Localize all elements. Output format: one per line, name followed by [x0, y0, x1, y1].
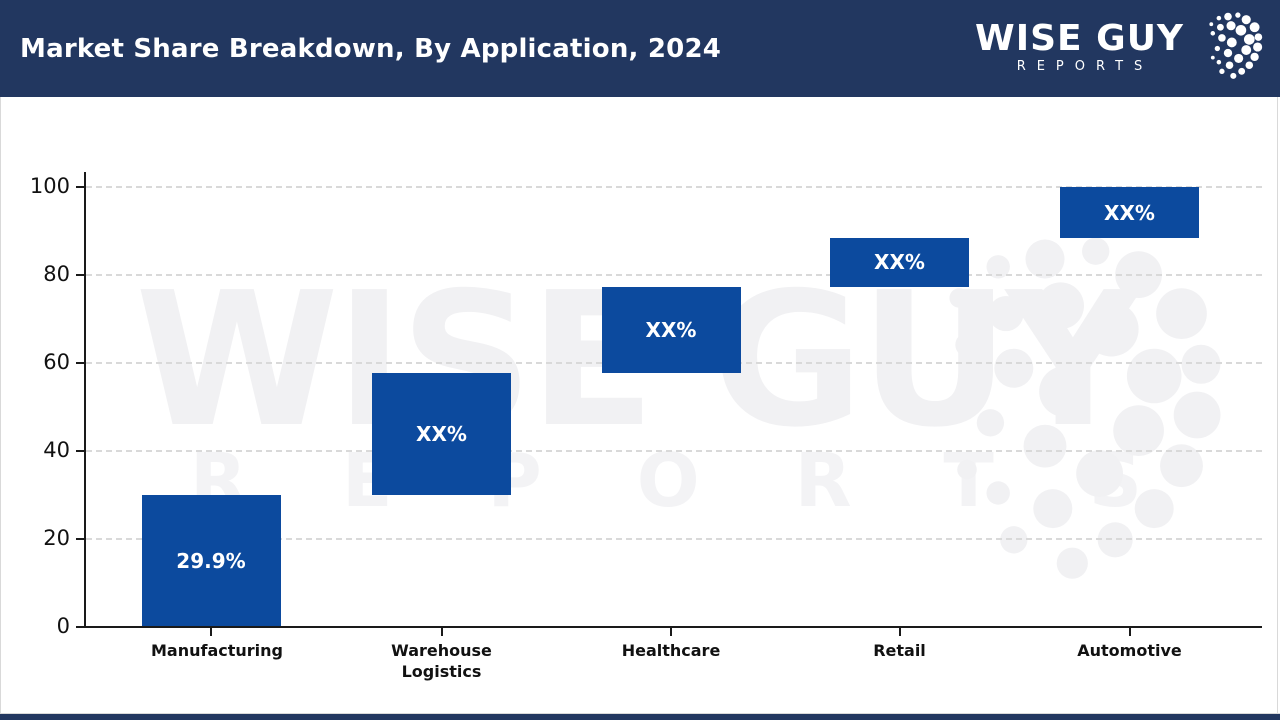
x-axis-tick: [440, 628, 443, 636]
gridline: [86, 274, 1262, 276]
gridline: [86, 450, 1262, 452]
x-axis-tick: [670, 628, 672, 636]
y-axis-tick: [76, 538, 84, 540]
x-axis-tick: [898, 628, 901, 636]
y-axis-tick-label: 60: [43, 350, 70, 374]
x-axis-category-label: Retail: [873, 641, 926, 660]
y-axis-tick: [76, 186, 84, 188]
waterfall-bar: XX%: [830, 238, 969, 287]
waterfall-bar: 29.9%: [141, 495, 281, 627]
y-axis-tick: [76, 362, 84, 364]
bar-value-label: 29.9%: [176, 549, 246, 574]
x-axis-line: [84, 626, 1262, 628]
y-axis-tick: [76, 626, 84, 628]
waterfall-bar: XX%: [372, 373, 511, 496]
x-axis-tick: [210, 628, 212, 636]
x-axis-category-label: Healthcare: [621, 641, 721, 660]
x-axis-category-label: Warehouse Logistics: [391, 641, 492, 681]
gridline: [86, 538, 1262, 540]
x-axis-category-label: Manufacturing: [151, 641, 283, 660]
page-title: Market Share Breakdown, By Application, …: [20, 33, 722, 64]
bar-value-label: XX%: [645, 317, 697, 342]
brand-logo-text: WISE GUY REPORTS: [974, 18, 1184, 75]
brand-logo: WISE GUY REPORTS: [975, 10, 1266, 84]
y-axis-line: [84, 172, 86, 628]
y-axis-tick-label: 100: [29, 174, 70, 198]
waterfall-bar: XX%: [601, 286, 741, 374]
bar-value-label: XX%: [416, 422, 467, 447]
y-axis-tick: [76, 274, 84, 276]
bar-value-label: XX%: [874, 250, 925, 275]
brand-name: WISE GUY: [974, 18, 1184, 59]
x-axis-category-label: Automotive: [1077, 641, 1182, 660]
y-axis-tick-label: 0: [56, 614, 70, 638]
y-axis-tick-label: 40: [43, 438, 70, 462]
brand-tagline: REPORTS: [1016, 59, 1154, 74]
x-axis-tick: [1128, 628, 1131, 636]
y-axis-tick-label: 20: [43, 526, 70, 550]
gridline: [86, 186, 1262, 188]
y-axis-tick: [76, 450, 84, 452]
bar-value-label: XX%: [1104, 200, 1155, 225]
bottom-border: [0, 713, 1280, 714]
footer-bar: [0, 714, 1280, 720]
logo-face-icon: [1209, 12, 1263, 79]
header-bar: Market Share Breakdown, By Application, …: [0, 0, 1280, 97]
waterfall-bar: XX%: [1060, 187, 1199, 239]
y-axis-tick-label: 80: [43, 262, 70, 286]
